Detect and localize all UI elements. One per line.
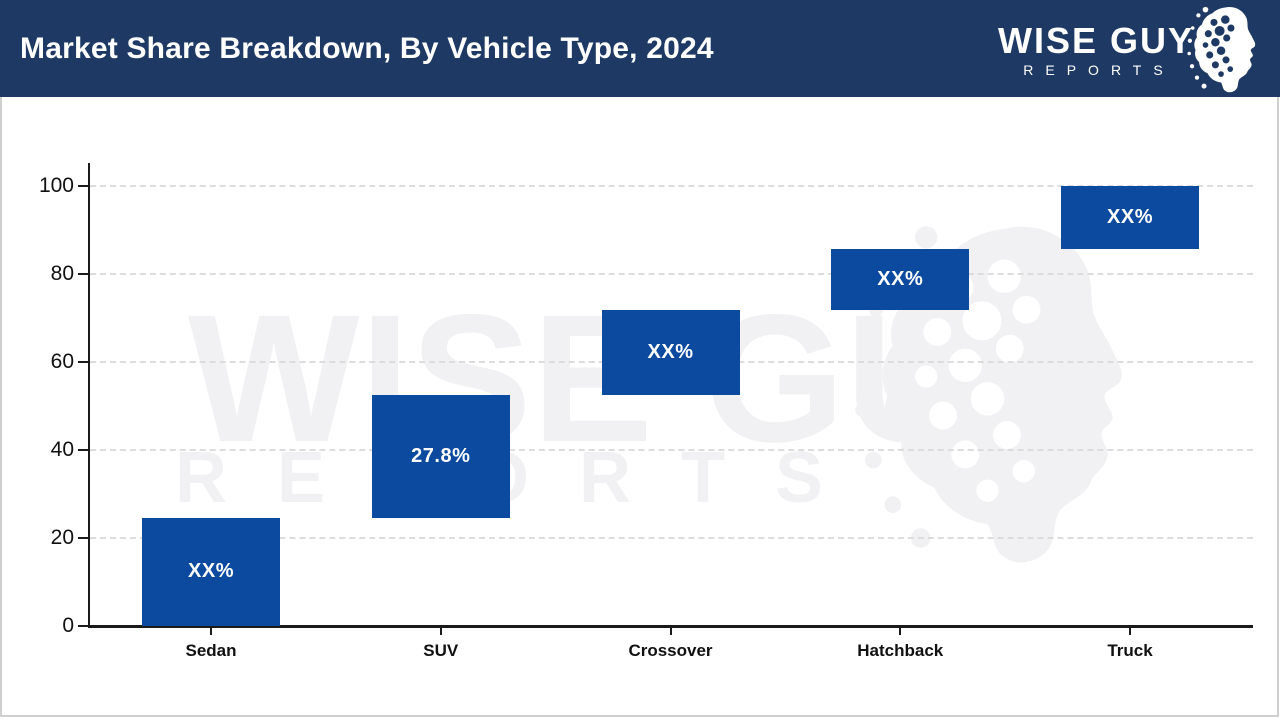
x-tick-truck — [1129, 628, 1131, 635]
chart-figure: WISE GUY REPORTS 020406080100SedanSUVCro… — [0, 97, 1280, 720]
x-label-crossover: Crossover — [628, 641, 713, 660]
y-tick-80 — [78, 273, 88, 275]
bar-sedan: XX% — [142, 517, 280, 626]
y-tick-label-20: 20 — [50, 526, 74, 549]
bar-truck: XX% — [1061, 186, 1199, 249]
x-label-suv: SUV — [423, 641, 459, 660]
x-label-sedan: Sedan — [185, 641, 237, 660]
bar-hatchback: XX% — [831, 248, 970, 311]
x-tick-suv — [439, 628, 442, 635]
y-tick-100 — [78, 185, 88, 187]
y-tick-label-100: 100 — [38, 174, 74, 197]
y-axis-spine — [88, 163, 90, 628]
wise-guy-reports-logo: WISE GUY REPORTS — [998, 4, 1268, 96]
bar-label-sedan: XX% — [188, 560, 234, 583]
x-tick-sedan — [210, 628, 212, 635]
gridline-100 — [90, 185, 1253, 187]
x-tick-hatchback — [899, 628, 902, 635]
page-title: Market Share Breakdown, By Vehicle Type,… — [20, 31, 714, 65]
gridline-20 — [90, 537, 1253, 539]
logo-subtitle: REPORTS — [1023, 61, 1175, 78]
y-tick-20 — [78, 537, 88, 539]
bar-crossover: XX% — [601, 310, 740, 396]
bar-label-hatchback: XX% — [877, 267, 924, 290]
x-axis-spine — [88, 625, 1253, 628]
y-tick-label-40: 40 — [50, 438, 74, 461]
y-tick-60 — [78, 361, 88, 363]
gridline-40 — [90, 449, 1253, 451]
y-tick-label-60: 60 — [50, 350, 74, 373]
gridline-80 — [90, 273, 1253, 275]
logo-wordmark: WISE GUY — [997, 20, 1194, 62]
y-tick-40 — [78, 449, 88, 451]
dotted-head-profile-icon — [1187, 6, 1256, 93]
y-tick-label-0: 0 — [62, 614, 74, 637]
bar-label-suv: 27.8% — [411, 445, 471, 468]
logo-text: WISE GUY REPORTS — [998, 22, 1194, 78]
bar-label-truck: XX% — [1107, 205, 1153, 228]
x-label-hatchback: Hatchback — [857, 641, 944, 660]
x-tick-crossover — [669, 628, 672, 635]
header-bar: Market Share Breakdown, By Vehicle Type,… — [0, 0, 1280, 97]
bar-suv: 27.8% — [371, 395, 510, 518]
x-label-truck: Truck — [1107, 641, 1153, 660]
y-tick-0 — [78, 625, 88, 627]
bar-label-crossover: XX% — [647, 341, 694, 364]
y-tick-label-80: 80 — [50, 262, 74, 285]
